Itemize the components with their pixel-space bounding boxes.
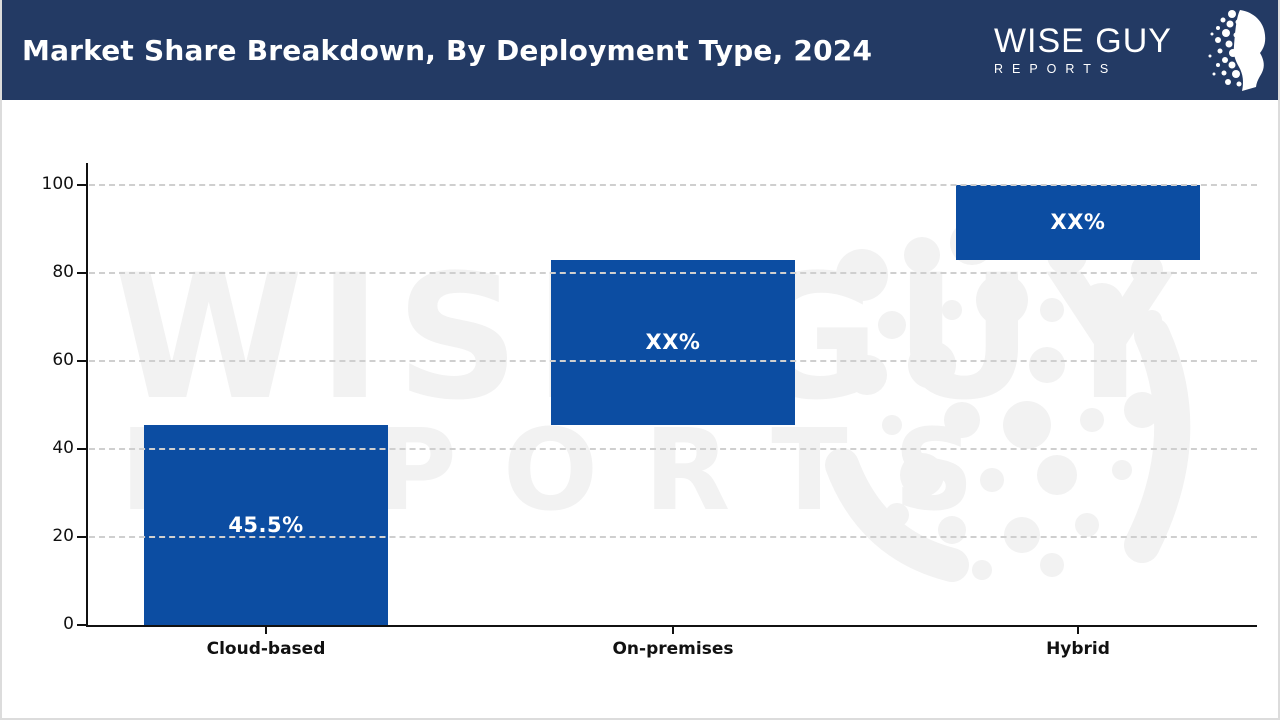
header: Market Share Breakdown, By Deployment Ty… bbox=[2, 0, 1278, 100]
chart-title: Market Share Breakdown, By Deployment Ty… bbox=[22, 33, 873, 67]
x-tick-mark bbox=[265, 627, 267, 634]
gridline bbox=[89, 448, 1257, 450]
y-tick-label: 20 bbox=[52, 526, 74, 546]
logo-title: WISE GUY bbox=[993, 22, 1172, 61]
y-tick-mark bbox=[77, 272, 86, 274]
y-tick-label: 40 bbox=[52, 438, 74, 458]
bar-hybrid: XX% bbox=[956, 185, 1200, 260]
y-tick-mark bbox=[77, 360, 86, 362]
x-tick-mark bbox=[1077, 627, 1079, 634]
y-tick-mark bbox=[77, 448, 86, 450]
y-tick-mark bbox=[77, 184, 86, 186]
bar-value-label: 45.5% bbox=[228, 512, 304, 537]
bar-on-premises: XX% bbox=[551, 259, 795, 425]
logo-wordmark: WISE GUY REPORTS bbox=[994, 24, 1172, 76]
dotted-face-icon bbox=[1208, 10, 1266, 91]
y-tick-label: 80 bbox=[52, 262, 74, 282]
y-tick-label: 60 bbox=[52, 350, 74, 370]
x-axis-line bbox=[86, 625, 1257, 627]
bar-value-label: XX% bbox=[1050, 210, 1106, 235]
gridline bbox=[89, 272, 1257, 274]
brand-logo: WISE GUY REPORTS bbox=[994, 8, 1268, 92]
x-axis-label: On-premises bbox=[612, 639, 734, 659]
x-tick-mark bbox=[672, 627, 674, 634]
y-tick-mark bbox=[77, 536, 86, 538]
bar-cloud-based: 45.5% bbox=[144, 424, 388, 625]
gridline bbox=[89, 536, 1257, 538]
x-axis-label: Cloud-based bbox=[206, 639, 326, 659]
x-axis-label: Hybrid bbox=[1046, 639, 1110, 659]
y-tick-label: 100 bbox=[41, 174, 74, 194]
y-tick-mark bbox=[77, 624, 86, 626]
logo-subtitle: REPORTS bbox=[993, 62, 1118, 77]
y-tick-label: 0 bbox=[63, 614, 74, 634]
bar-value-label: XX% bbox=[645, 330, 701, 355]
gridline bbox=[89, 360, 1257, 362]
y-axis-line bbox=[86, 163, 88, 627]
gridline bbox=[89, 184, 1257, 186]
